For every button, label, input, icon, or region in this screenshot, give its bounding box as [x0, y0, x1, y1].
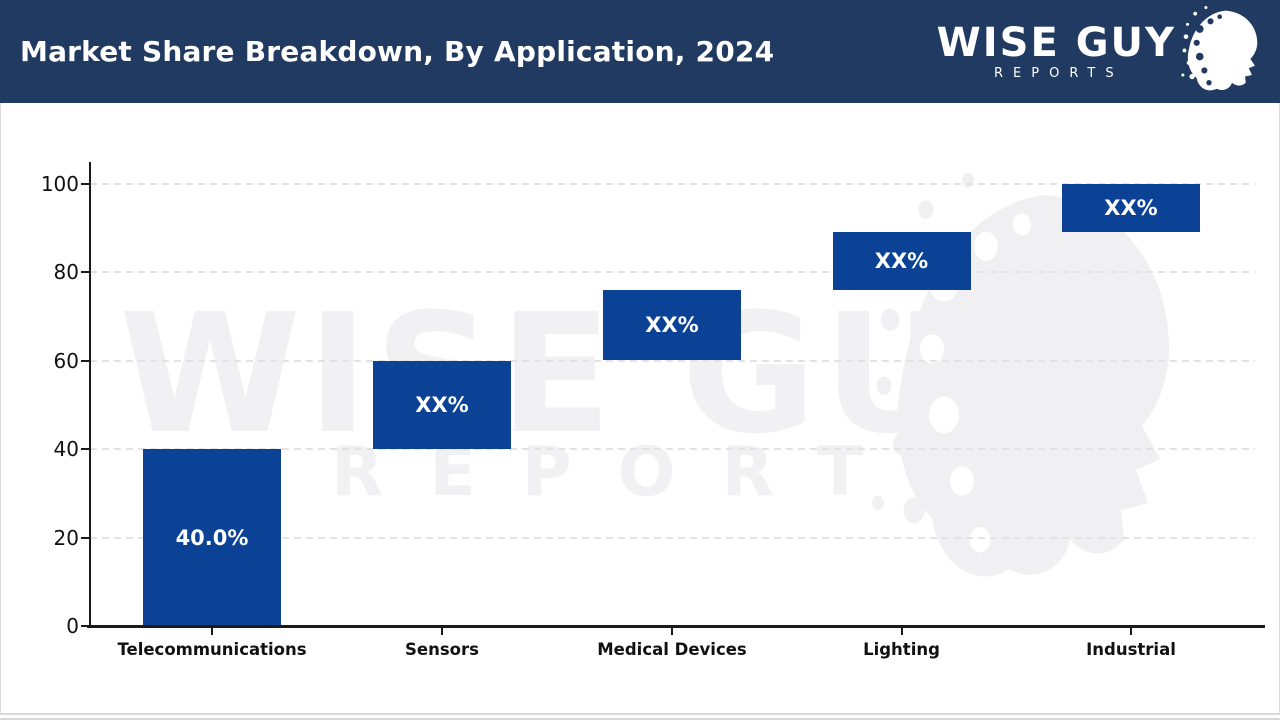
- logo-line1: WISE GUY: [936, 19, 1176, 66]
- bar-value-label: XX%: [1104, 195, 1158, 220]
- y-axis-label: 100: [40, 171, 79, 196]
- bar-lighting: XX%: [832, 232, 971, 290]
- y-axis-tick: [81, 536, 89, 539]
- y-gridline: [90, 536, 1255, 539]
- y-gridline: [90, 271, 1255, 273]
- x-axis-line: [87, 625, 1265, 628]
- x-axis-tick: [441, 628, 443, 635]
- x-axis-label: Medical Devices: [597, 640, 747, 659]
- bar-medical-devices: XX%: [603, 289, 741, 361]
- x-axis-tick: [671, 628, 673, 635]
- chart-canvas: WISE GUY REPORTS 0 20 40 60 80 100 40.0% Teleco…: [0, 103, 1280, 715]
- bar-sensors: XX%: [373, 360, 511, 449]
- page-border: [0, 718, 1280, 720]
- y-axis-label: 80: [53, 260, 79, 284]
- bar-telecommunications: 40.0%: [143, 449, 281, 626]
- y-gridline: [90, 448, 1255, 450]
- x-axis-tick: [900, 628, 903, 635]
- x-axis-label: Lighting: [863, 640, 940, 659]
- y-axis-label: 20: [53, 525, 79, 550]
- x-axis-label: Sensors: [405, 640, 479, 659]
- x-axis-tick: [1130, 628, 1132, 635]
- wiseguy-logo: WISE GUY REPORTS: [937, 5, 1266, 98]
- waterfall-chart: 0 20 40 60 80 100 40.0% Telecommunications XX% Se…: [1, 103, 1279, 713]
- x-axis-label: Telecommunications: [117, 640, 307, 659]
- bar-industrial: XX%: [1062, 183, 1200, 233]
- y-axis-tick: [81, 448, 89, 450]
- y-gridline: [90, 359, 1255, 362]
- y-axis-tick: [81, 625, 89, 627]
- x-axis-label: Industrial: [1086, 640, 1176, 659]
- bar-value-label: XX%: [645, 313, 699, 338]
- bar-value-label: XX%: [415, 392, 469, 417]
- y-axis-tick: [81, 271, 89, 273]
- y-axis-label: 60: [53, 348, 79, 373]
- y-axis-line: [89, 162, 91, 628]
- page-title: Market Share Breakdown, By Application, …: [20, 35, 775, 68]
- wiseguy-face-icon: [1181, 5, 1258, 90]
- x-axis-tick: [211, 628, 213, 635]
- logo-line2: REPORTS: [994, 65, 1124, 81]
- bar-value-label: XX%: [874, 248, 929, 273]
- logo-wordmark: WISE GUY REPORTS: [937, 23, 1176, 81]
- y-gridline: [90, 182, 1255, 185]
- header-bar: Market Share Breakdown, By Application, …: [0, 0, 1280, 103]
- y-axis-tick: [81, 359, 89, 362]
- y-axis-tick: [81, 182, 89, 185]
- y-axis-label: 0: [66, 614, 79, 638]
- bar-value-label: 40.0%: [175, 525, 249, 550]
- y-axis-label: 40: [53, 437, 79, 461]
